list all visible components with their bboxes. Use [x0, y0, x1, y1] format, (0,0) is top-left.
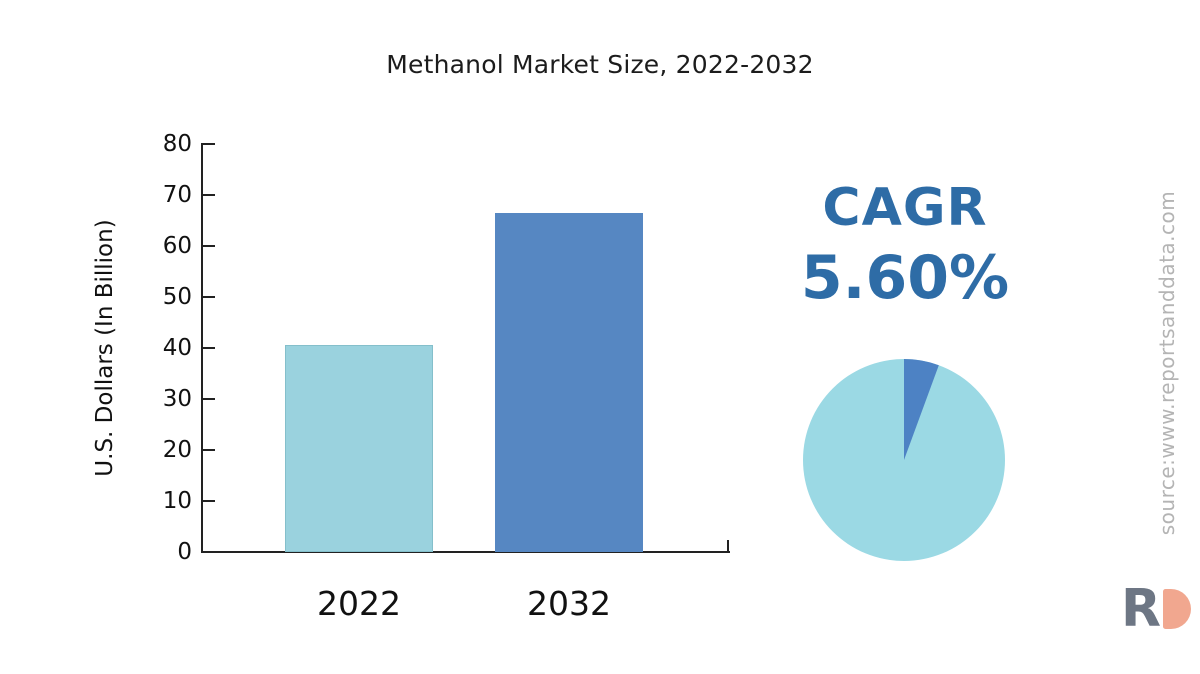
- y-tick-mark: [203, 500, 215, 502]
- page-title: Methanol Market Size, 2022-2032: [386, 50, 814, 79]
- y-tick-label: 10: [162, 488, 192, 514]
- y-tick-mark: [203, 194, 215, 196]
- bar-2032: [495, 212, 643, 552]
- x-tick-label-2022: 2022: [317, 584, 401, 623]
- x-tick-label-2032: 2032: [527, 584, 611, 623]
- source-watermark: source:www.reportsanddata.com: [1155, 190, 1179, 536]
- y-tick-label: 60: [162, 233, 192, 259]
- y-tick-mark: [203, 245, 215, 247]
- y-tick-mark: [203, 449, 215, 451]
- y-tick-mark: [203, 143, 215, 145]
- y-tick-label: 0: [177, 539, 192, 565]
- pie-chart: [802, 358, 1006, 562]
- logo-letter-r: R: [1121, 579, 1162, 639]
- y-tick-label: 30: [162, 386, 192, 412]
- x-axis-line: [201, 551, 730, 553]
- cagr-label: CAGR: [822, 178, 988, 238]
- y-tick-label: 80: [162, 131, 192, 157]
- y-axis-line: [201, 143, 203, 553]
- y-tick-mark: [203, 398, 215, 400]
- pie-slice-cagr: [904, 359, 939, 460]
- y-tick-label: 40: [162, 335, 192, 361]
- logo-shape-d-icon: [1163, 589, 1192, 629]
- pie-svg: [803, 359, 1005, 561]
- y-tick-mark: [203, 347, 215, 349]
- cagr-value: 5.60%: [800, 243, 1010, 313]
- bar-2022: [285, 345, 433, 552]
- y-tick-mark: [203, 296, 215, 298]
- cagr-block: CAGR 5.60%: [775, 182, 1035, 308]
- y-tick-label: 20: [162, 437, 192, 463]
- x-axis-end-tick: [727, 540, 729, 551]
- brand-logo: R: [1121, 579, 1192, 639]
- y-tick-label: 50: [162, 284, 192, 310]
- y-tick-label: 70: [162, 182, 192, 208]
